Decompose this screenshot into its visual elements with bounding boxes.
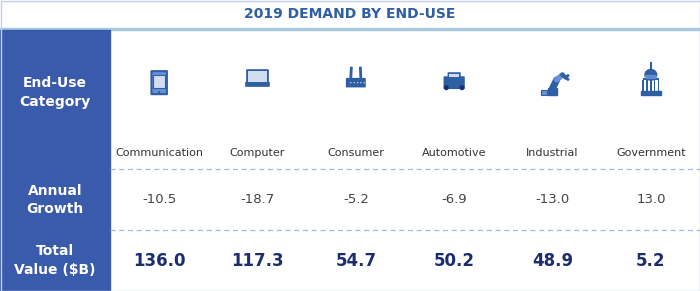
Text: 54.7: 54.7 [335, 251, 377, 269]
Text: -13.0: -13.0 [536, 193, 570, 206]
Bar [0, 29, 110, 169]
Circle shape [354, 82, 355, 83]
Text: -5.2: -5.2 [343, 193, 369, 206]
FancyBboxPatch shape [444, 77, 463, 88]
Bar [643, 79, 659, 80]
FancyBboxPatch shape [246, 83, 269, 86]
FancyBboxPatch shape [346, 79, 365, 87]
Bar [0, 169, 110, 230]
Circle shape [459, 85, 465, 90]
Text: Computer: Computer [230, 148, 285, 158]
Circle shape [357, 82, 358, 83]
Text: 117.3: 117.3 [231, 251, 284, 269]
Bar [650, 80, 652, 91]
Bar [0, 230, 110, 291]
Text: Annual
Growth: Annual Growth [27, 184, 83, 216]
Bar [0, 29, 700, 291]
Text: 2019 DEMAND BY END-USE: 2019 DEMAND BY END-USE [244, 7, 456, 21]
Text: 50.2: 50.2 [434, 251, 475, 269]
Text: Consumer: Consumer [328, 148, 384, 158]
Text: -10.5: -10.5 [142, 193, 176, 206]
Circle shape [359, 67, 361, 69]
Bar [654, 80, 655, 91]
Bar [449, 74, 459, 77]
Text: Government: Government [616, 148, 685, 158]
Text: End-Use
Category: End-Use Category [20, 76, 90, 109]
Text: 136.0: 136.0 [133, 251, 186, 269]
FancyBboxPatch shape [247, 70, 268, 83]
Text: Total
Value ($B): Total Value ($B) [14, 244, 96, 277]
FancyBboxPatch shape [151, 71, 167, 94]
Circle shape [350, 67, 352, 69]
Text: Automotive: Automotive [422, 148, 486, 158]
Bar [643, 80, 644, 91]
Ellipse shape [645, 70, 657, 80]
Circle shape [350, 82, 351, 83]
Bar [0, 28, 700, 29]
Text: 5.2: 5.2 [636, 251, 666, 269]
Bar [650, 67, 652, 70]
Circle shape [360, 82, 362, 83]
Text: -18.7: -18.7 [240, 193, 274, 206]
FancyBboxPatch shape [449, 73, 460, 78]
Text: 48.9: 48.9 [532, 251, 573, 269]
Circle shape [444, 85, 449, 90]
Bar [646, 80, 648, 91]
Bar [547, 88, 557, 95]
Text: Communication: Communication [116, 148, 203, 158]
Text: 13.0: 13.0 [636, 193, 666, 206]
Circle shape [158, 91, 160, 93]
Circle shape [363, 82, 365, 83]
Text: Industrial: Industrial [526, 148, 579, 158]
Bar [153, 74, 165, 88]
Bar [248, 71, 267, 82]
Text: -6.9: -6.9 [442, 193, 467, 206]
Bar [641, 91, 661, 95]
Bar [658, 80, 659, 91]
Bar [541, 90, 547, 95]
Bar [0, 0, 700, 28]
